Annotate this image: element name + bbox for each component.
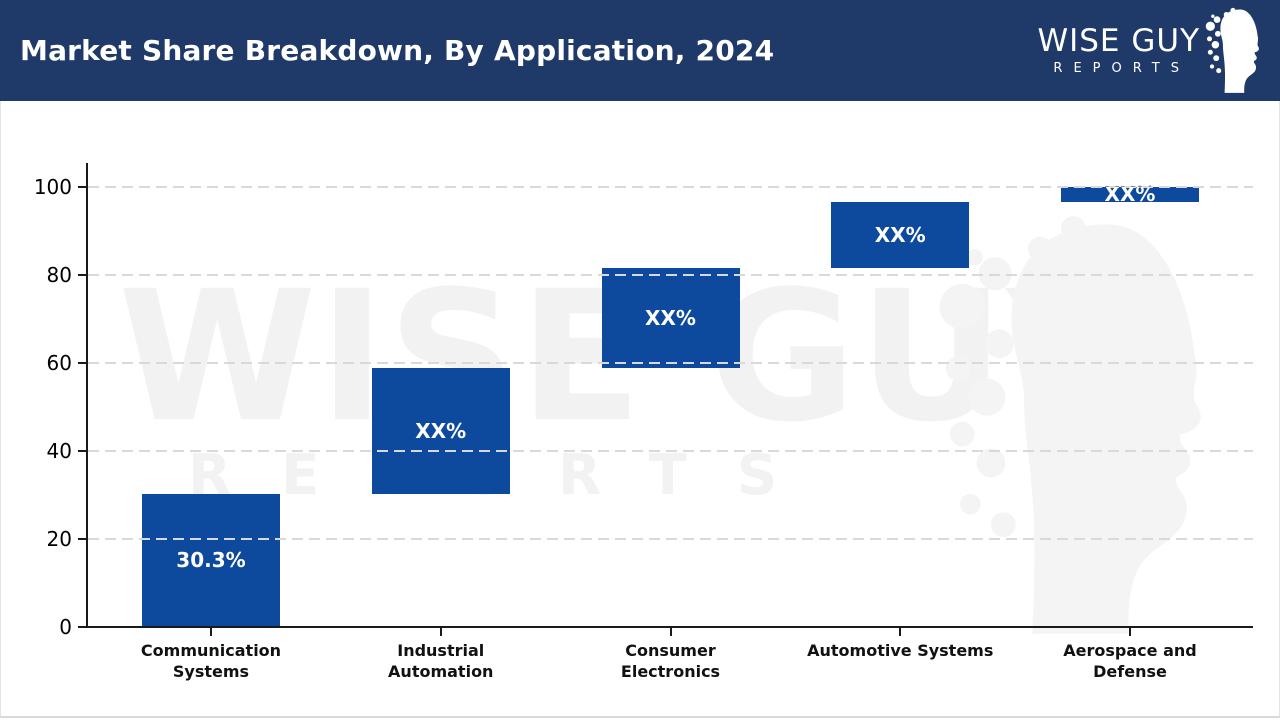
gridline-40 xyxy=(88,450,1253,452)
bar-2 xyxy=(371,367,510,494)
x-category-label-5: Aerospace and Defense xyxy=(1063,641,1197,682)
x-tick-3 xyxy=(669,628,672,636)
y-tick-label-0: 0 xyxy=(59,615,72,639)
bar-value-label: XX% xyxy=(645,305,696,330)
gridline-60 xyxy=(88,362,1253,364)
y-tick-20 xyxy=(78,538,86,540)
y-tick-80 xyxy=(78,274,86,276)
x-tick-4 xyxy=(899,628,902,636)
x-axis-line xyxy=(86,626,1253,628)
y-tick-100 xyxy=(78,186,86,188)
y-tick-label-100: 100 xyxy=(33,175,72,199)
bar-4 xyxy=(831,201,970,268)
header-bar: Market Share Breakdown, By Application, … xyxy=(0,0,1280,101)
y-tick-label-40: 40 xyxy=(46,439,72,463)
page-title: Market Share Breakdown, By Application, … xyxy=(20,34,775,67)
bar-1 xyxy=(142,493,280,627)
bar-value-label: XX% xyxy=(415,418,467,443)
bar-value-label: 30.3% xyxy=(176,548,246,573)
brand-wordmark: WISE GUY xyxy=(1037,23,1200,59)
y-tick-0 xyxy=(78,626,86,628)
x-tick-5 xyxy=(1129,628,1131,636)
x-category-label-2: Industrial Automation xyxy=(388,641,494,682)
brand-logo: WISE GUY REPORTS xyxy=(1037,7,1280,95)
brand-logo-text: WISE GUY REPORTS xyxy=(1037,23,1200,76)
bar-value-label: XX% xyxy=(1061,181,1199,207)
gridline-100 xyxy=(88,186,1253,188)
x-category-label-1: Communication Systems xyxy=(140,641,282,682)
y-tick-40 xyxy=(78,450,86,452)
x-tick-2 xyxy=(439,628,442,636)
y-axis-line xyxy=(86,163,88,628)
bar-value-label: XX% xyxy=(874,222,926,247)
gridline-20 xyxy=(88,538,1253,540)
gridline-80 xyxy=(88,274,1253,276)
brand-subtitle: REPORTS xyxy=(1053,61,1191,76)
bar-3 xyxy=(601,267,740,368)
watermark-face-icon xyxy=(939,216,1201,634)
y-tick-label-20: 20 xyxy=(46,527,72,551)
y-tick-label-60: 60 xyxy=(46,351,72,375)
bar-5 xyxy=(1061,187,1199,202)
x-category-label-4: Automotive Systems xyxy=(807,641,994,660)
x-tick-1 xyxy=(210,628,212,636)
x-category-label-3: Consumer Electronics xyxy=(620,641,721,682)
y-tick-60 xyxy=(78,362,86,364)
y-tick-label-80: 80 xyxy=(46,263,72,287)
bottom-divider xyxy=(0,716,1280,718)
brand-face-icon xyxy=(1205,7,1259,93)
